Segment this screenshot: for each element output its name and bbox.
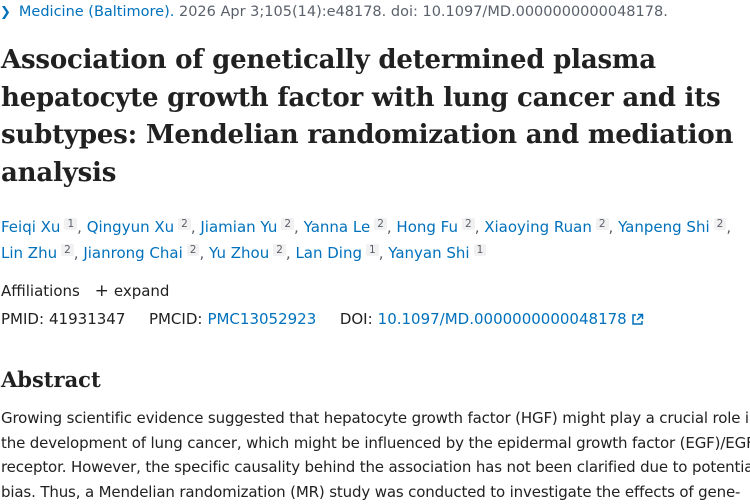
pmcid-label: PMCID:: [148, 310, 203, 328]
citation-details: 2026 Apr 3;105(14):e48178. doi: 10.1097/…: [178, 4, 668, 20]
author-link[interactable]: Jianrong Chai: [83, 244, 183, 262]
affiliations-expand-button[interactable]: expand: [113, 282, 170, 300]
abstract-text: Growing scientific evidence suggested th…: [1, 409, 750, 501]
author-separator: ,: [378, 244, 389, 262]
affiliation-number[interactable]: 1: [473, 244, 487, 256]
affiliation-number[interactable]: 2: [281, 218, 295, 230]
affiliation-number[interactable]: 2: [186, 244, 200, 256]
affiliation-number[interactable]: 2: [178, 218, 191, 230]
author-item: Xiaoying Ruan 2,: [484, 218, 618, 236]
affiliation-number[interactable]: 2: [595, 218, 609, 230]
expand-plus-icon[interactable]: +: [94, 281, 109, 301]
author-separator: ,: [294, 218, 304, 236]
author-item: Yanpeng Shi 2,: [618, 218, 731, 236]
author-separator: ,: [77, 218, 87, 236]
author-separator: ,: [190, 218, 201, 236]
affiliation-number[interactable]: 2: [713, 218, 727, 230]
author-link[interactable]: Xiaoying Ruan: [484, 218, 592, 236]
author-item: Yu Zhou 2,: [209, 244, 295, 262]
author-item: Lan Ding 1,: [295, 244, 388, 262]
author-separator: ,: [73, 244, 84, 262]
author-item: Yanyan Shi 1: [388, 244, 487, 262]
author-separator: ,: [199, 244, 210, 262]
author-list: Feiqi Xu 1, Qingyun Xu 2, Jiamian Yu 2, Yan…: [1, 214, 749, 266]
affiliation-number[interactable]: 2: [374, 218, 387, 230]
affiliations-label: Affiliations: [1, 282, 80, 300]
doi-label: DOI:: [339, 310, 373, 328]
author-link[interactable]: Lan Ding: [295, 244, 363, 262]
pmid-value: 41931347: [49, 310, 126, 328]
author-item: Hong Fu 2,: [396, 218, 484, 236]
pmcid-link[interactable]: PMC13052923: [207, 310, 317, 328]
identifiers-row: PMID: 41931347 PMCID: PMC13052923 DOI: 10.1…: [1, 310, 644, 330]
author-separator: ,: [386, 218, 397, 236]
author-separator: ,: [474, 218, 485, 236]
author-link[interactable]: Yu Zhou: [209, 244, 270, 262]
affiliations-row: Affiliations + expand: [1, 281, 169, 301]
author-item: Lin Zhu 2,: [1, 244, 83, 262]
affiliation-number[interactable]: 2: [61, 244, 74, 256]
affiliation-number[interactable]: 2: [462, 218, 475, 230]
author-separator: ,: [726, 218, 732, 236]
author-separator: ,: [285, 244, 296, 262]
journal-citation: ❯ Medicine (Baltimore). 2026 Apr 3;105(14…: [0, 4, 668, 20]
author-link[interactable]: Qingyun Xu: [86, 218, 175, 236]
author-link[interactable]: Hong Fu: [396, 218, 458, 236]
doi-link[interactable]: 10.1097/MD.0000000000048178: [377, 310, 627, 328]
author-link[interactable]: Feiqi Xu: [1, 218, 61, 236]
affiliation-number[interactable]: 1: [64, 218, 78, 230]
article-title: Association of genetically determined pl…: [1, 45, 734, 188]
author-item: Yanna Le 2,: [304, 218, 397, 236]
author-link[interactable]: Yanna Le: [303, 218, 371, 236]
author-separator: ,: [608, 218, 619, 236]
author-link[interactable]: Yanyan Shi: [388, 244, 470, 262]
abstract-heading: Abstract: [1, 367, 101, 392]
author-item: Qingyun Xu 2,: [87, 218, 201, 236]
author-item: Feiqi Xu 1,: [1, 218, 87, 236]
chevron-right-icon[interactable]: ❯: [0, 5, 11, 20]
author-link[interactable]: Yanpeng Shi: [618, 218, 710, 236]
author-item: Jianrong Chai 2,: [83, 244, 209, 262]
external-link-icon[interactable]: [631, 312, 644, 330]
author-item: Jiamian Yu 2,: [200, 218, 303, 236]
affiliation-number[interactable]: 2: [273, 244, 286, 256]
author-link[interactable]: Jiamian Yu: [200, 218, 278, 236]
pmid-label: PMID:: [1, 310, 45, 328]
journal-link[interactable]: Medicine (Baltimore).: [18, 4, 175, 20]
affiliation-number[interactable]: 1: [366, 244, 379, 256]
author-link[interactable]: Lin Zhu: [1, 244, 58, 262]
